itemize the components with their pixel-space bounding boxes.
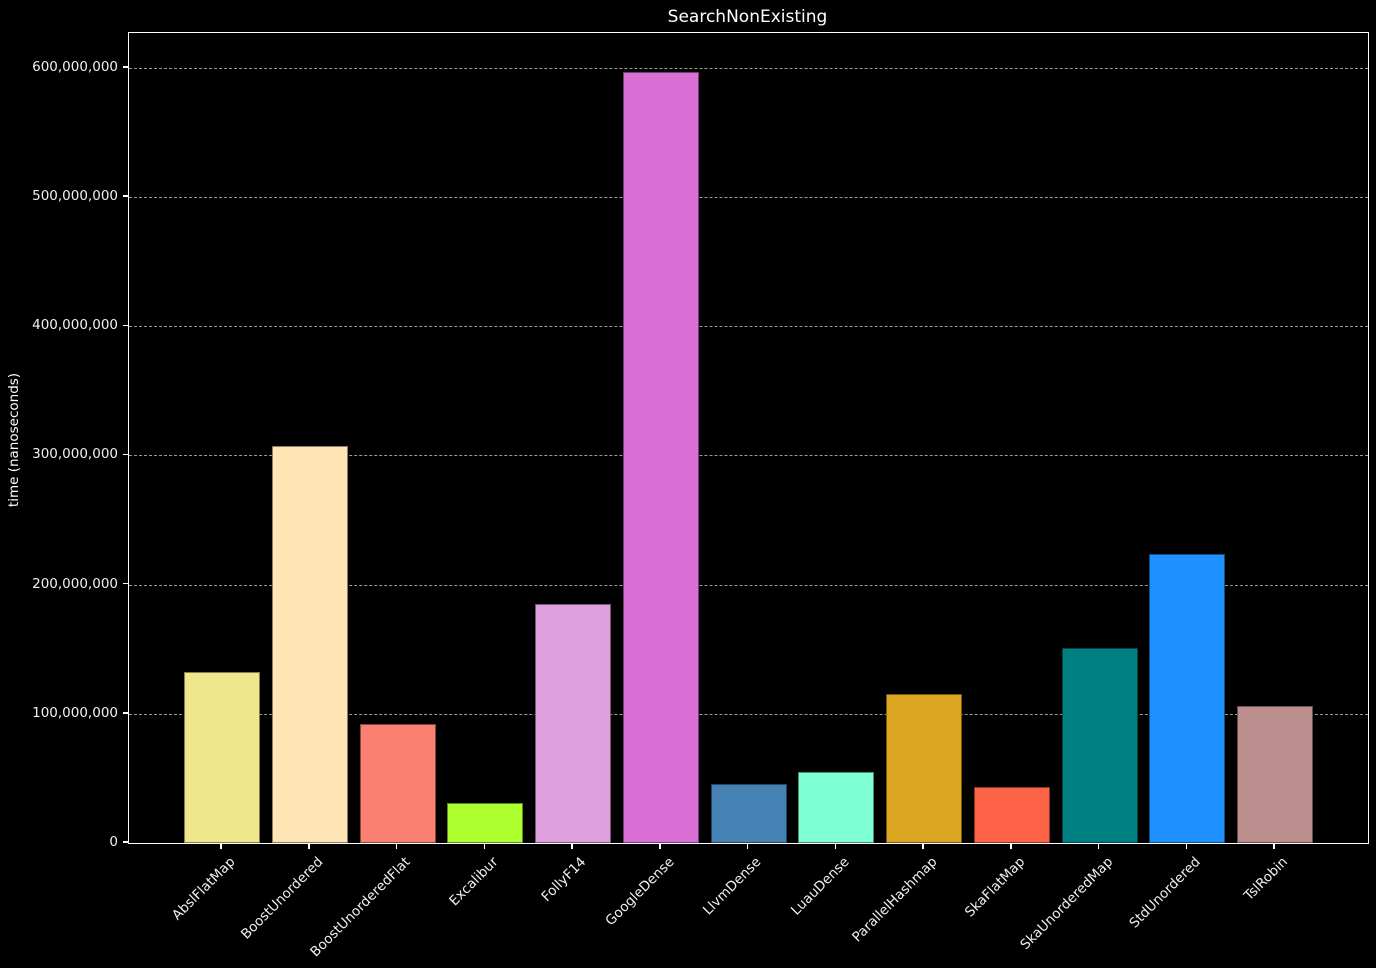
y-tick-mark: [123, 66, 128, 68]
x-tick-label: AbslFlatMap: [168, 854, 239, 924]
y-tick-label: 400,000,000: [32, 317, 118, 334]
x-tick-label: FollyF14: [538, 854, 590, 905]
x-tick-label: LuauDense: [788, 854, 853, 919]
y-tick-mark: [123, 324, 128, 326]
y-tick-label: 500,000,000: [32, 188, 118, 205]
y-tick-mark: [123, 712, 128, 714]
x-tick-mark: [571, 843, 573, 849]
plot-area: [128, 32, 1369, 844]
x-tick-label: BoostUnorderedFlat: [307, 854, 414, 961]
y-tick-label: 0: [109, 834, 118, 850]
y-tick-mark: [123, 195, 128, 197]
bar-LuauDense: [798, 771, 875, 843]
bar-SkaFlatMap: [973, 787, 1050, 843]
x-tick-mark: [659, 843, 661, 849]
x-tick-label: SkaFlatMap: [961, 854, 1029, 921]
x-tick-label: TslRobin: [1241, 854, 1292, 905]
x-tick-mark: [1273, 843, 1275, 849]
x-tick-label: BoostUnordered: [237, 854, 327, 943]
grid-line: [129, 713, 1368, 715]
y-tick-mark: [123, 841, 128, 843]
bar-BoostUnordered: [271, 446, 348, 843]
bar-TslRobin: [1237, 706, 1313, 843]
x-tick-mark: [922, 843, 924, 849]
x-tick-mark: [483, 843, 485, 849]
x-tick-mark: [395, 843, 398, 849]
bar-LlvmDense: [710, 783, 787, 843]
bar-Excalibur: [447, 802, 524, 843]
bar-AbslFlatMap: [184, 672, 260, 843]
bar-ParallelHashmap: [886, 694, 962, 843]
x-tick-label: GoogleDense: [601, 854, 678, 930]
bar-BoostUnorderedFlat: [359, 724, 436, 843]
grid-line: [129, 197, 1368, 199]
bar-GoogleDense: [622, 71, 699, 843]
x-tick-mark: [746, 843, 749, 849]
y-tick-label: 600,000,000: [32, 58, 118, 75]
x-tick-label: LlvmDense: [700, 854, 765, 919]
x-tick-mark: [220, 843, 222, 849]
x-tick-label: Excalibur: [446, 854, 502, 910]
y-tick-label: 200,000,000: [32, 575, 118, 592]
y-axis-label: time (nanoseconds): [6, 372, 22, 508]
x-tick-mark: [834, 843, 836, 849]
x-tick-label: ParallelHashmap: [848, 854, 941, 946]
y-tick-label: 100,000,000: [32, 704, 118, 721]
grid-line: [129, 67, 1368, 69]
x-tick-mark: [308, 843, 310, 849]
y-tick-mark: [123, 582, 128, 585]
chart-title: SearchNonExisting: [667, 7, 828, 27]
x-tick-mark: [1185, 843, 1187, 849]
x-tick-label: StdUnordered: [1126, 854, 1204, 932]
grid-line: [129, 455, 1368, 457]
y-tick-label: 300,000,000: [32, 446, 118, 463]
grid-line: [129, 326, 1368, 328]
bar-FollyF14: [535, 604, 611, 843]
bar-SkaUnorderedMap: [1061, 647, 1138, 843]
x-tick-mark: [1097, 843, 1100, 849]
grid-line: [129, 584, 1368, 586]
x-tick-label: SkaUnorderedMap: [1016, 854, 1116, 953]
x-tick-mark: [1010, 843, 1012, 849]
y-tick-mark: [123, 453, 128, 456]
bar-StdUnordered: [1149, 553, 1226, 843]
